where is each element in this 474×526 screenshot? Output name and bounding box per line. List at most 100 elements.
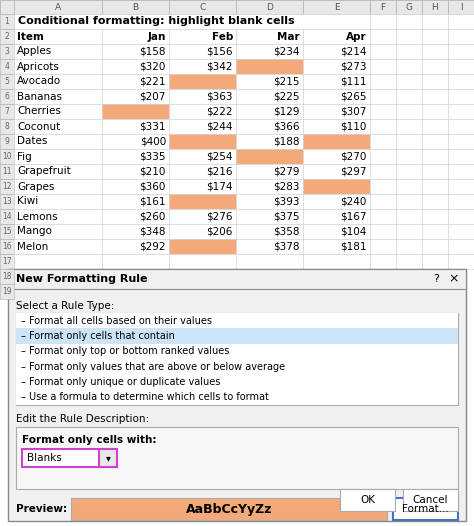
Bar <box>422 74 448 89</box>
Text: $244: $244 <box>207 122 233 132</box>
Text: 2: 2 <box>5 32 9 41</box>
Text: $363: $363 <box>207 92 233 102</box>
Bar <box>303 254 370 269</box>
Bar <box>396 59 422 74</box>
Bar <box>236 0 303 14</box>
Text: – Format all cells based on their values: – Format all cells based on their values <box>21 316 212 326</box>
Bar <box>448 224 474 239</box>
Bar <box>448 149 474 164</box>
Bar <box>370 29 396 44</box>
Bar <box>169 164 236 179</box>
Text: Edit the Rule Description:: Edit the Rule Description: <box>16 414 149 424</box>
Text: $292: $292 <box>139 241 166 251</box>
Text: $174: $174 <box>207 181 233 191</box>
Bar <box>422 224 448 239</box>
Bar <box>169 59 236 74</box>
Text: $297: $297 <box>340 167 367 177</box>
Bar <box>169 254 236 269</box>
Text: – Format only values that are above or below average: – Format only values that are above or b… <box>21 362 285 372</box>
Bar <box>422 134 448 149</box>
Bar <box>16 390 458 405</box>
Bar <box>396 0 422 14</box>
Text: Format...: Format... <box>402 504 449 514</box>
Bar <box>14 194 102 209</box>
Text: $167: $167 <box>340 211 367 221</box>
Bar <box>370 179 396 194</box>
Bar <box>0 0 474 14</box>
Bar <box>0 209 14 224</box>
Bar <box>396 194 422 209</box>
Bar <box>370 0 396 14</box>
Text: $320: $320 <box>140 62 166 72</box>
Bar <box>396 254 422 269</box>
Bar <box>303 239 370 254</box>
Bar <box>102 209 169 224</box>
Bar <box>370 239 396 254</box>
Bar <box>448 209 474 224</box>
Bar <box>422 194 448 209</box>
Text: ×: × <box>449 272 459 286</box>
Bar <box>396 29 422 44</box>
Bar <box>14 209 102 224</box>
Bar <box>422 44 448 59</box>
Bar <box>14 74 102 89</box>
Bar <box>422 59 448 74</box>
Text: 17: 17 <box>2 257 12 266</box>
Bar <box>0 179 14 194</box>
Bar <box>236 179 303 194</box>
Text: $222: $222 <box>207 106 233 116</box>
Bar <box>396 119 422 134</box>
Bar <box>422 119 448 134</box>
Bar <box>396 74 422 89</box>
Bar <box>16 343 458 359</box>
Text: Conditional formatting: highlight blank cells: Conditional formatting: highlight blank … <box>18 16 295 26</box>
Bar <box>370 14 396 29</box>
Text: 6: 6 <box>5 92 9 101</box>
Bar <box>448 119 474 134</box>
Bar <box>396 14 422 29</box>
Bar <box>102 104 169 119</box>
Text: H: H <box>432 3 438 12</box>
Bar <box>14 104 102 119</box>
Bar <box>236 194 303 209</box>
Bar <box>0 119 14 134</box>
Bar <box>448 29 474 44</box>
Text: $240: $240 <box>341 197 367 207</box>
Bar <box>396 134 422 149</box>
Text: 11: 11 <box>2 167 12 176</box>
Text: $206: $206 <box>207 227 233 237</box>
Text: Apples: Apples <box>17 46 52 56</box>
Bar <box>169 194 236 209</box>
Text: Blanks: Blanks <box>27 453 62 463</box>
Bar <box>102 89 169 104</box>
Bar <box>14 224 102 239</box>
Text: $307: $307 <box>341 106 367 116</box>
Bar <box>0 224 14 239</box>
Bar <box>14 0 102 14</box>
Text: $265: $265 <box>340 92 367 102</box>
Bar <box>396 44 422 59</box>
Text: $335: $335 <box>139 151 166 161</box>
Text: Mango: Mango <box>17 227 52 237</box>
Bar <box>370 224 396 239</box>
Bar <box>236 89 303 104</box>
Text: $221: $221 <box>139 76 166 86</box>
Bar <box>0 29 14 44</box>
Bar <box>303 0 370 14</box>
Text: Apr: Apr <box>346 32 367 42</box>
Bar <box>14 14 370 29</box>
Bar <box>236 224 303 239</box>
Bar <box>448 134 474 149</box>
Text: $276: $276 <box>207 211 233 221</box>
Bar <box>303 179 370 194</box>
Bar <box>236 44 303 59</box>
Bar <box>370 119 396 134</box>
Bar <box>102 239 169 254</box>
Text: 9: 9 <box>5 137 9 146</box>
Text: 4: 4 <box>5 62 9 71</box>
Bar <box>102 119 169 134</box>
Bar <box>14 254 102 269</box>
Text: $215: $215 <box>273 76 300 86</box>
Bar <box>0 284 14 299</box>
Text: Dates: Dates <box>17 137 47 147</box>
